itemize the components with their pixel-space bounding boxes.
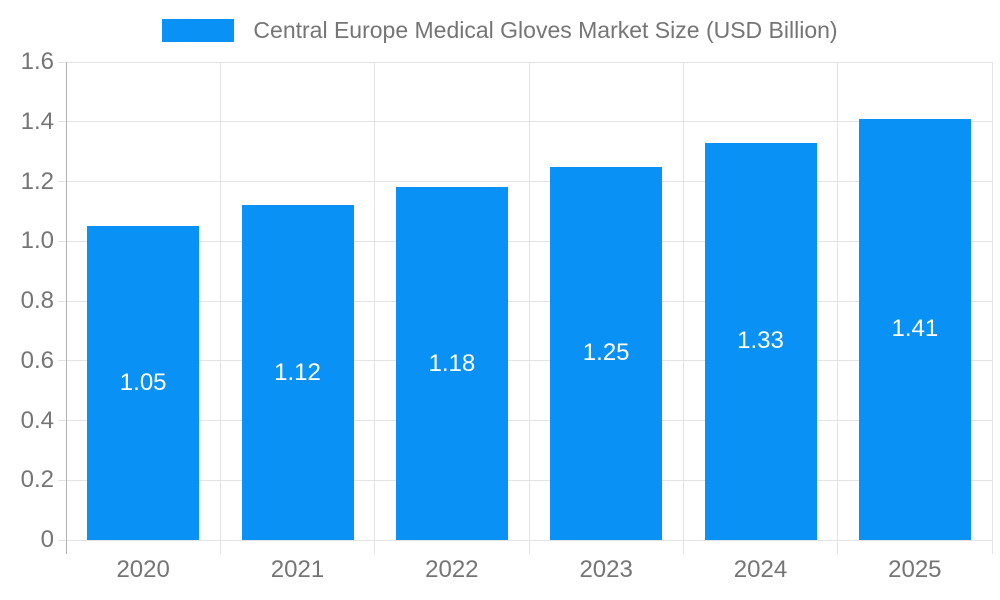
- y-tick-label: 0.8: [20, 287, 54, 314]
- bar[interactable]: 1.41: [858, 118, 971, 540]
- bar[interactable]: 1.25: [550, 166, 663, 540]
- x-tick-label: 2024: [733, 556, 788, 583]
- chart-legend: Central Europe Medical Gloves Market Siz…: [0, 17, 1000, 43]
- y-gridline: [58, 61, 992, 63]
- x-tick-label: 2025: [888, 556, 942, 583]
- bar-value-label: 1.12: [274, 358, 321, 386]
- bar-value-label: 1.33: [737, 327, 784, 355]
- y-tick-label: 1.6: [20, 48, 54, 75]
- y-tick-label: 0: [40, 526, 54, 553]
- x-gridline: [991, 62, 993, 554]
- y-axis-line: [66, 62, 67, 554]
- plot-area: 1.05 1.12 1.18 1.25 1.33 1.41: [58, 61, 993, 554]
- y-gridline: [58, 181, 992, 182]
- y-tick-label: 0.2: [20, 466, 54, 494]
- bar[interactable]: 1.12: [241, 205, 354, 540]
- y-tick-label: 0.4: [20, 406, 54, 434]
- bar-value-label: 1.41: [891, 315, 939, 343]
- y-gridline: [58, 420, 992, 421]
- y-tick-label: 1.2: [20, 167, 54, 195]
- y-gridline: [58, 121, 992, 123]
- y-gridline: [58, 539, 992, 541]
- x-tick-label: 2023: [579, 556, 633, 583]
- y-tick-label: 1.0: [20, 227, 54, 255]
- bar-value-label: 1.18: [428, 349, 476, 377]
- legend-swatch: [162, 18, 235, 42]
- x-gridline: [374, 62, 376, 554]
- x-tick-label: 2021: [270, 556, 325, 583]
- x-tick-label: 2020: [116, 556, 170, 583]
- bar-value-label: 1.05: [119, 369, 167, 397]
- bar[interactable]: 1.05: [87, 226, 200, 540]
- x-gridline: [528, 62, 530, 554]
- bar-value-label: 1.25: [582, 339, 630, 367]
- chart-title: Central Europe Medical Gloves Market Siz…: [253, 17, 838, 43]
- x-gridline: [219, 62, 221, 554]
- x-gridline: [837, 62, 839, 554]
- x-tick-label: 2022: [425, 556, 479, 583]
- bar[interactable]: 1.33: [704, 142, 817, 540]
- y-gridline: [58, 300, 992, 302]
- y-gridline: [58, 240, 992, 242]
- y-gridline: [58, 360, 992, 362]
- y-tick-label: 0.6: [20, 346, 54, 374]
- x-gridline: [682, 62, 684, 554]
- y-gridline: [58, 479, 992, 481]
- bar[interactable]: 1.18: [395, 187, 508, 540]
- y-tick-label: 1.4: [20, 107, 54, 135]
